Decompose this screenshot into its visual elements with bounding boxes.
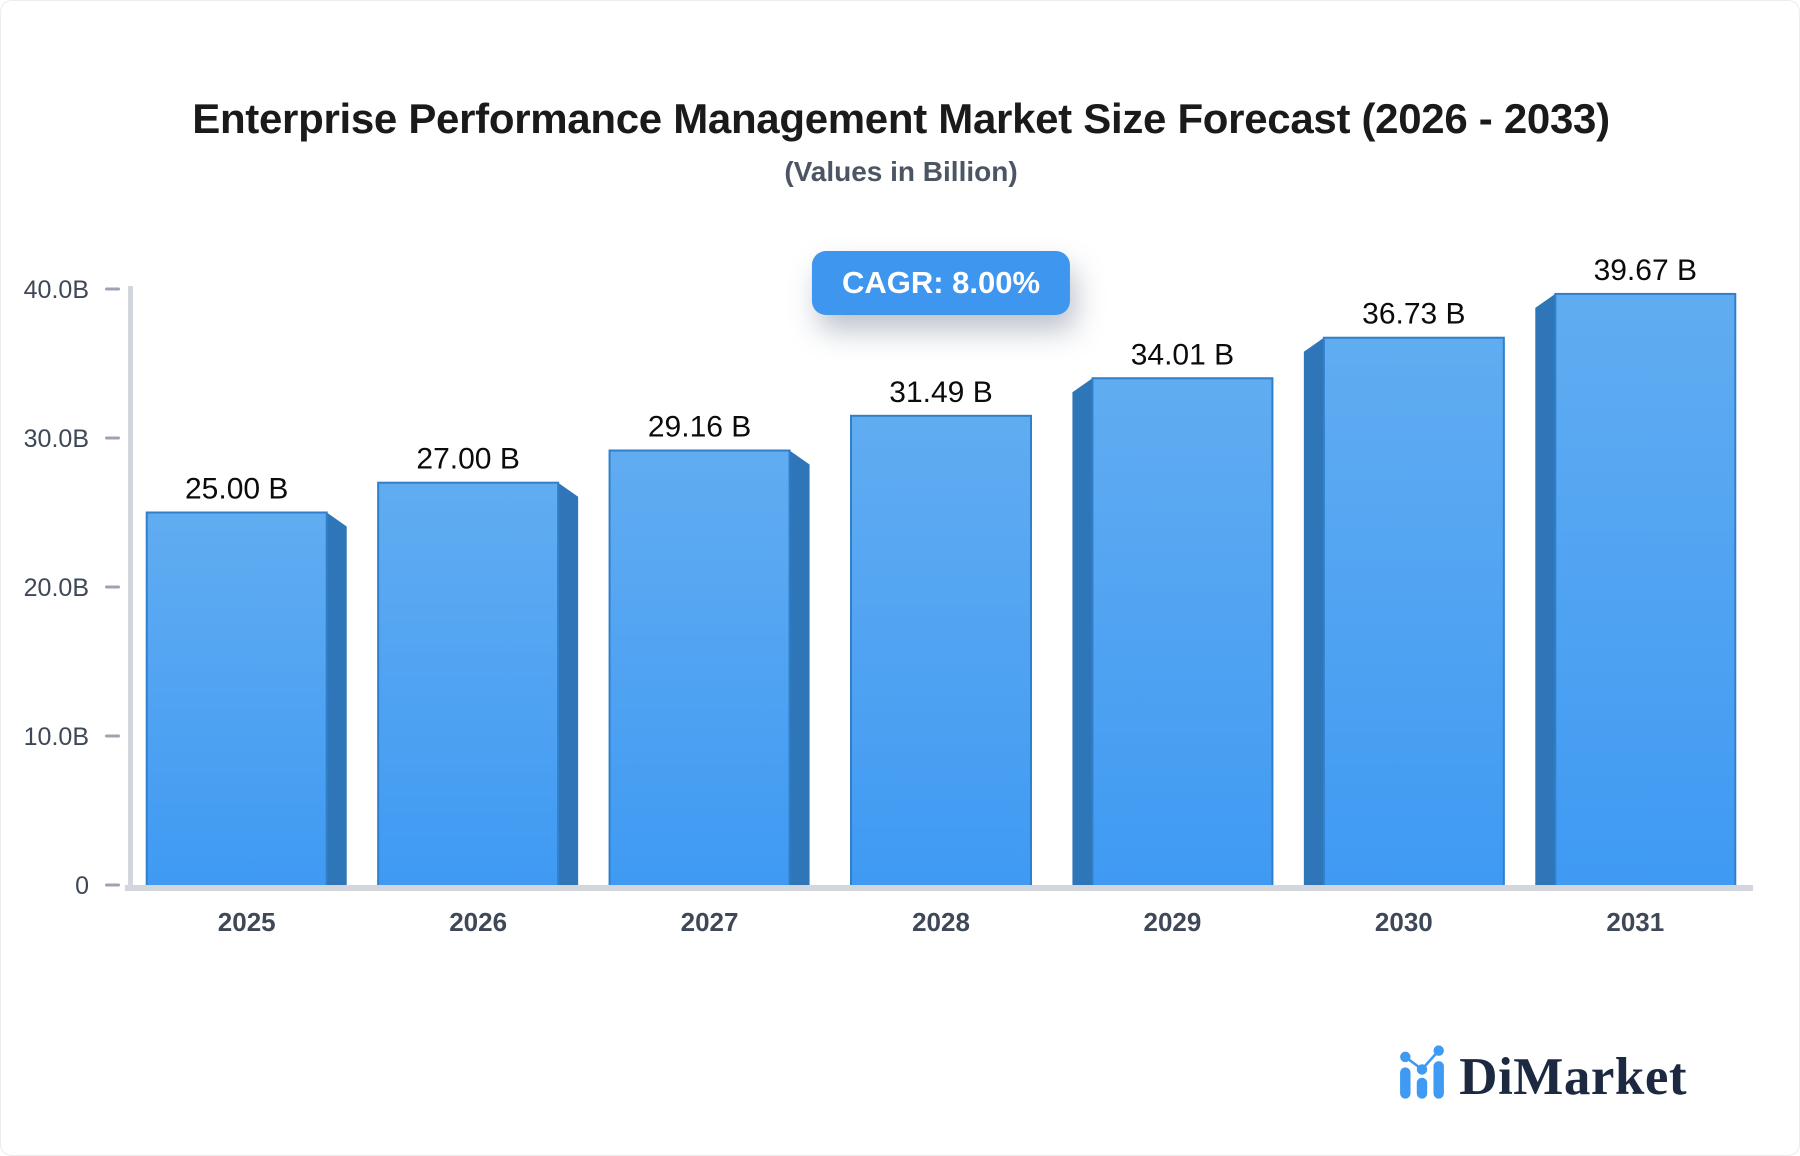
bar-2030 <box>1322 336 1505 889</box>
bar-value-label-2030: 36.73 B <box>1362 298 1465 331</box>
x-axis-label-2025: 2025 <box>218 907 276 937</box>
x-axis-label-2029: 2029 <box>1144 907 1202 937</box>
bar-side-2030 <box>1303 337 1324 888</box>
x-axis-label-2031: 2031 <box>1606 907 1664 937</box>
mini-bar-chart-trend-icon <box>1400 1045 1445 1099</box>
bar-value-label-2031: 39.67 B <box>1594 254 1697 287</box>
bar-2027 <box>608 449 791 889</box>
y-axis-line <box>128 286 133 885</box>
bar-value-label-2029: 34.01 B <box>1131 338 1234 371</box>
y-axis-label-20.0B: 20.0B <box>24 574 89 602</box>
y-axis-label-30.0B: 30.0B <box>24 425 89 453</box>
bar-2025 <box>145 511 328 889</box>
x-axis-label-2027: 2027 <box>681 907 739 937</box>
bar-side-2026 <box>558 482 579 888</box>
y-axis-label-40.0B: 40.0B <box>24 276 89 304</box>
x-axis-label-2026: 2026 <box>449 907 507 937</box>
y-axis-label-10.0B: 10.0B <box>24 723 89 751</box>
bar-2028 <box>850 414 1032 889</box>
x-axis-label-2028: 2028 <box>912 907 970 937</box>
page-title: Enterprise Performance Management Market… <box>192 95 1610 142</box>
bar-side-2031 <box>1535 293 1556 888</box>
chart-subtitle: (Values in Billion) <box>784 156 1018 187</box>
brand-logo: DiMarket <box>1398 1044 1687 1106</box>
cagr-badge: CAGR: 8.00% <box>811 251 1071 315</box>
bar-side-2025 <box>326 512 347 888</box>
bar-2029 <box>1091 377 1274 889</box>
y-axis-tick-20.0B <box>105 585 120 589</box>
y-axis-tick-30.0B <box>105 436 120 440</box>
bar-value-label-2025: 25.00 B <box>185 473 288 506</box>
bar-value-label-2026: 27.00 B <box>416 443 519 476</box>
bar-2031 <box>1554 292 1737 889</box>
bar-value-label-2028: 31.49 B <box>889 376 992 409</box>
y-axis-tick-0 <box>105 883 120 887</box>
x-axis-line <box>125 885 1753 891</box>
chart-header: Enterprise Performance Management Market… <box>41 95 1761 188</box>
bar-side-2027 <box>789 450 810 888</box>
bar-2026 <box>377 481 560 889</box>
y-axis-tick-10.0B <box>105 734 120 738</box>
bar-side-2029 <box>1072 378 1093 888</box>
y-axis-label-0: 0 <box>75 872 89 900</box>
y-axis-tick-40.0B <box>105 287 120 291</box>
brand-name: DiMarket <box>1459 1047 1687 1106</box>
bar-value-label-2027: 29.16 B <box>648 411 751 444</box>
x-axis-label-2030: 2030 <box>1375 907 1433 937</box>
